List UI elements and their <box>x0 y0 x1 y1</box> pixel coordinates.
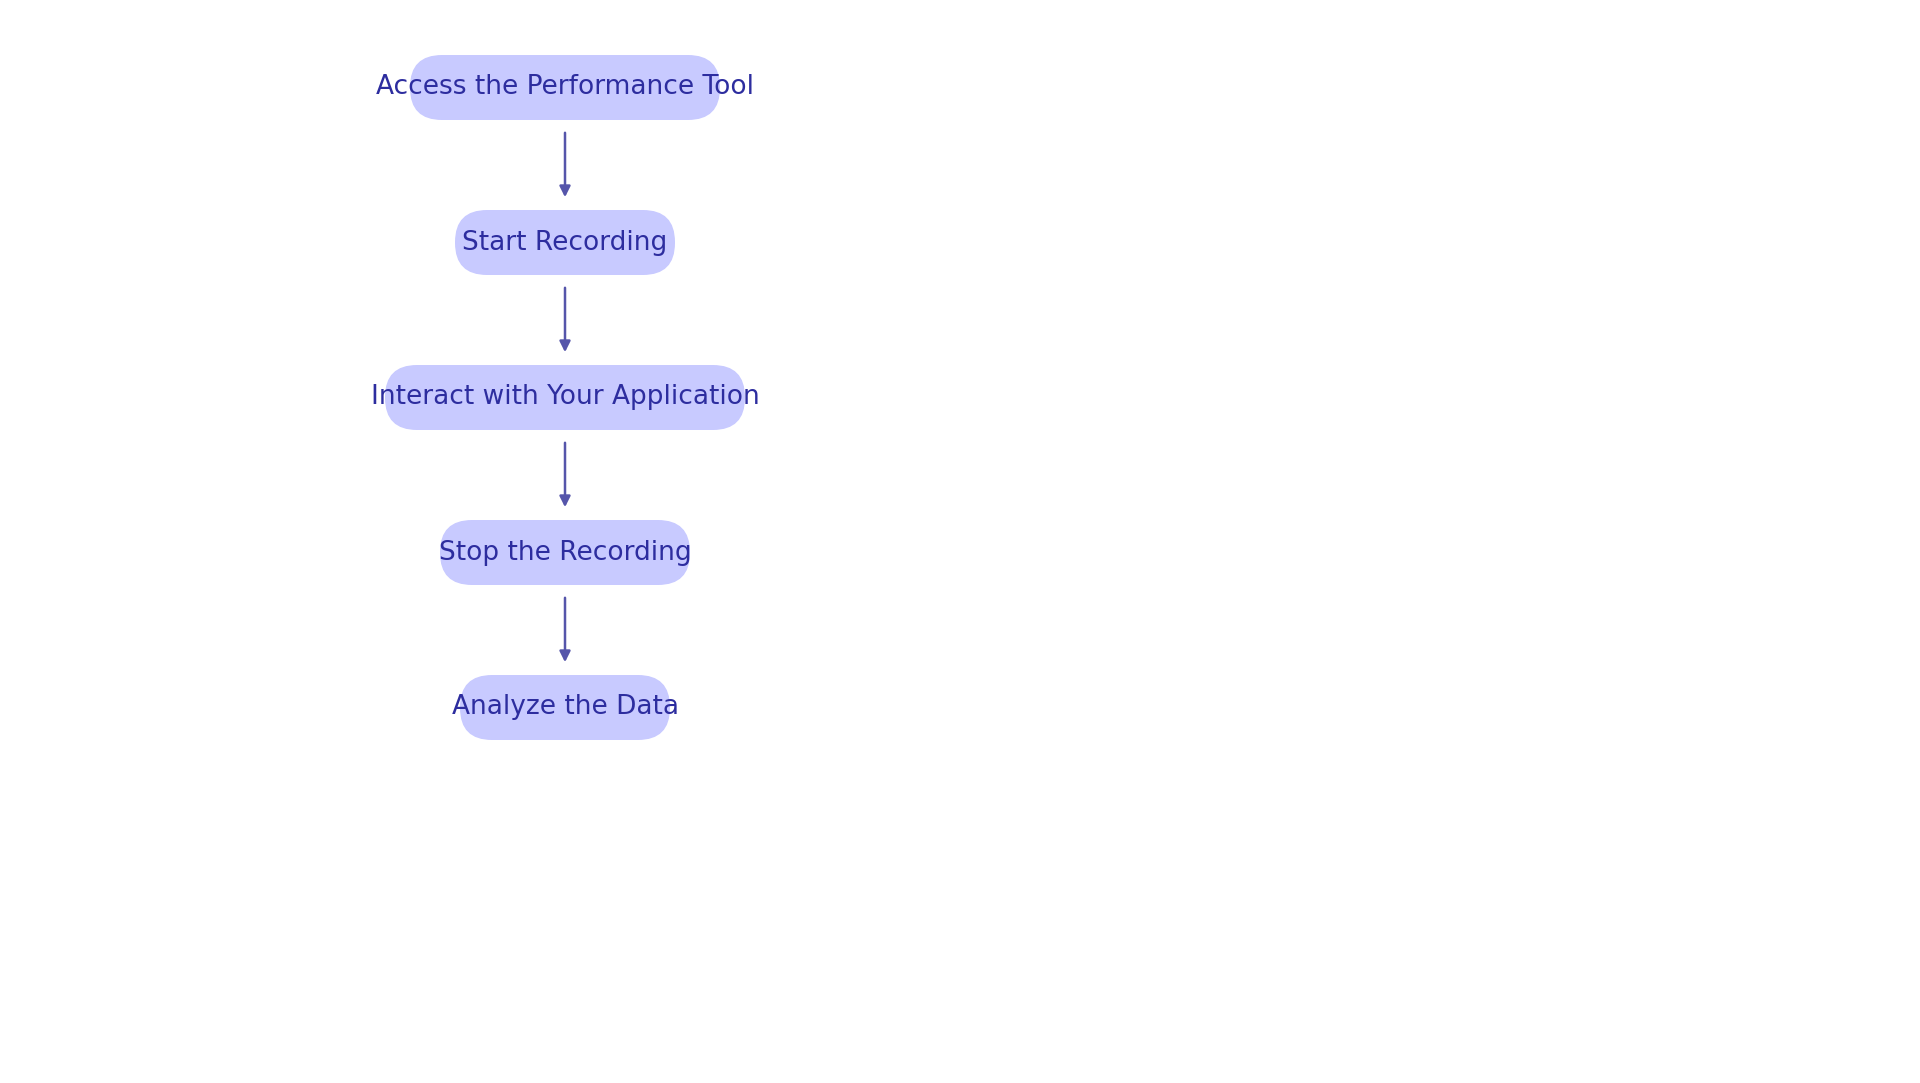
FancyBboxPatch shape <box>411 55 720 120</box>
FancyBboxPatch shape <box>440 520 689 585</box>
Text: Stop the Recording: Stop the Recording <box>438 539 691 565</box>
Text: Interact with Your Application: Interact with Your Application <box>371 384 760 410</box>
FancyBboxPatch shape <box>455 210 676 275</box>
FancyBboxPatch shape <box>461 675 670 740</box>
Text: Access the Performance Tool: Access the Performance Tool <box>376 75 755 101</box>
FancyBboxPatch shape <box>386 365 745 430</box>
Text: Start Recording: Start Recording <box>463 230 668 256</box>
Text: Analyze the Data: Analyze the Data <box>451 694 678 720</box>
